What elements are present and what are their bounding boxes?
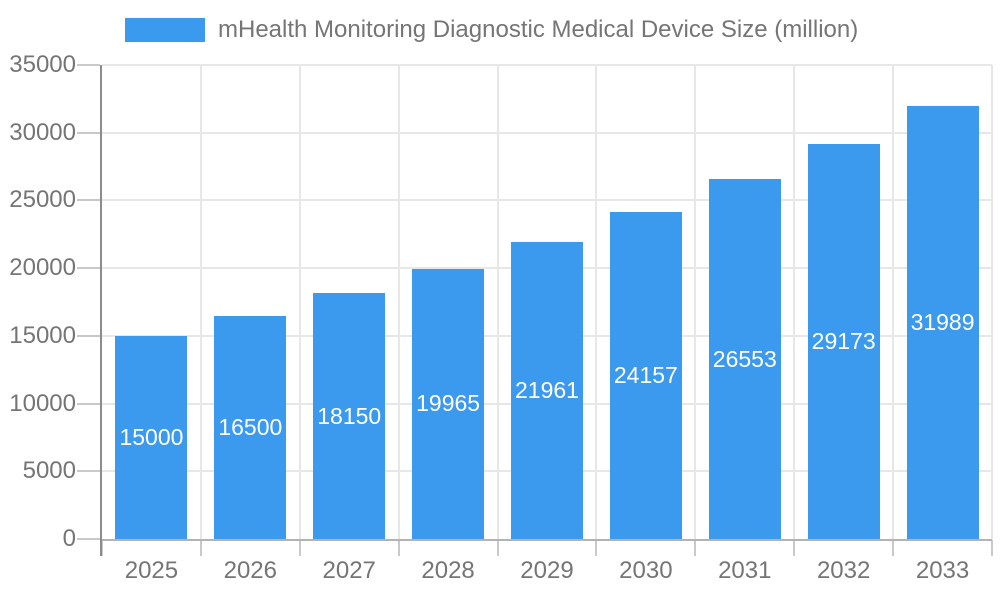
x-axis-label: 2027 bbox=[322, 557, 376, 584]
bar[interactable]: 15000 bbox=[115, 335, 188, 539]
bar-value-label: 31989 bbox=[910, 308, 975, 335]
y-axis-label: 30000 bbox=[9, 118, 76, 146]
gridline-vertical bbox=[595, 65, 598, 539]
bar-value-label: 26553 bbox=[712, 345, 777, 372]
bar[interactable]: 24157 bbox=[609, 211, 682, 539]
y-axis-tick bbox=[77, 267, 100, 270]
y-axis-tick bbox=[77, 538, 100, 540]
x-axis-tick bbox=[199, 540, 202, 556]
legend: mHealth Monitoring Diagnostic Medical De… bbox=[125, 17, 858, 43]
bar-value-label: 18150 bbox=[317, 402, 382, 429]
bar-value-label: 16500 bbox=[218, 413, 283, 440]
x-axis-label: 2030 bbox=[619, 557, 673, 584]
bar-value-label: 24157 bbox=[613, 361, 678, 388]
y-axis-label: 35000 bbox=[9, 51, 76, 78]
bar[interactable]: 26553 bbox=[708, 179, 781, 539]
y-axis-label: 10000 bbox=[9, 389, 76, 417]
y-axis-tick bbox=[77, 470, 100, 473]
x-axis-label: 2033 bbox=[915, 557, 970, 584]
bar-value-label: 19965 bbox=[416, 390, 481, 417]
y-axis-label: 0 bbox=[62, 525, 76, 552]
x-axis-label: 2029 bbox=[520, 557, 574, 584]
x-axis-label: 2028 bbox=[421, 557, 475, 584]
legend-label: mHealth Monitoring Diagnostic Medical De… bbox=[218, 16, 859, 43]
x-axis-label: 2025 bbox=[124, 557, 179, 584]
legend-swatch bbox=[125, 18, 205, 42]
x-axis-tick bbox=[793, 540, 796, 556]
x-axis-tick bbox=[595, 540, 598, 556]
gridline-vertical bbox=[892, 65, 895, 539]
y-axis-tick bbox=[77, 402, 100, 405]
x-axis-tick bbox=[101, 540, 103, 556]
bar[interactable]: 18150 bbox=[313, 293, 386, 539]
x-axis-tick bbox=[991, 540, 993, 556]
x-axis-label: 2026 bbox=[223, 557, 277, 584]
gridline-vertical bbox=[199, 65, 202, 539]
y-axis-label: 15000 bbox=[9, 321, 76, 349]
y-axis-tick bbox=[77, 199, 100, 202]
x-axis-label: 2032 bbox=[816, 557, 871, 584]
gridline-vertical bbox=[496, 65, 499, 539]
bar[interactable]: 29173 bbox=[807, 143, 880, 539]
y-axis-line bbox=[100, 65, 102, 556]
bar-value-label: 29173 bbox=[811, 327, 876, 354]
y-axis-tick bbox=[77, 131, 100, 134]
y-axis-label: 5000 bbox=[22, 457, 76, 485]
bar-value-label: 21961 bbox=[515, 376, 579, 403]
x-axis-tick bbox=[694, 540, 697, 556]
y-axis-tick bbox=[77, 64, 100, 66]
x-axis-tick bbox=[892, 540, 895, 556]
x-axis-line bbox=[100, 539, 992, 541]
bar[interactable]: 16500 bbox=[214, 315, 287, 539]
x-axis-tick bbox=[496, 540, 499, 556]
gridline-horizontal bbox=[102, 131, 992, 134]
x-axis-tick bbox=[298, 540, 301, 556]
x-axis-label: 2031 bbox=[718, 557, 772, 584]
gridline-horizontal bbox=[102, 64, 992, 66]
y-axis-label: 20000 bbox=[9, 254, 76, 282]
bar-value-label: 15000 bbox=[119, 423, 184, 450]
x-axis-tick bbox=[397, 540, 400, 556]
y-axis-tick bbox=[77, 334, 100, 337]
y-axis-label: 25000 bbox=[9, 186, 76, 214]
gridline-vertical bbox=[694, 65, 697, 539]
bar[interactable]: 31989 bbox=[906, 105, 979, 539]
bar[interactable]: 19965 bbox=[412, 268, 485, 539]
gridline-vertical bbox=[298, 65, 301, 539]
gridline-vertical bbox=[397, 65, 400, 539]
gridline-vertical bbox=[991, 65, 993, 539]
gridline-horizontal bbox=[102, 199, 992, 202]
gridline-vertical bbox=[793, 65, 796, 539]
bar[interactable]: 21961 bbox=[511, 241, 583, 539]
